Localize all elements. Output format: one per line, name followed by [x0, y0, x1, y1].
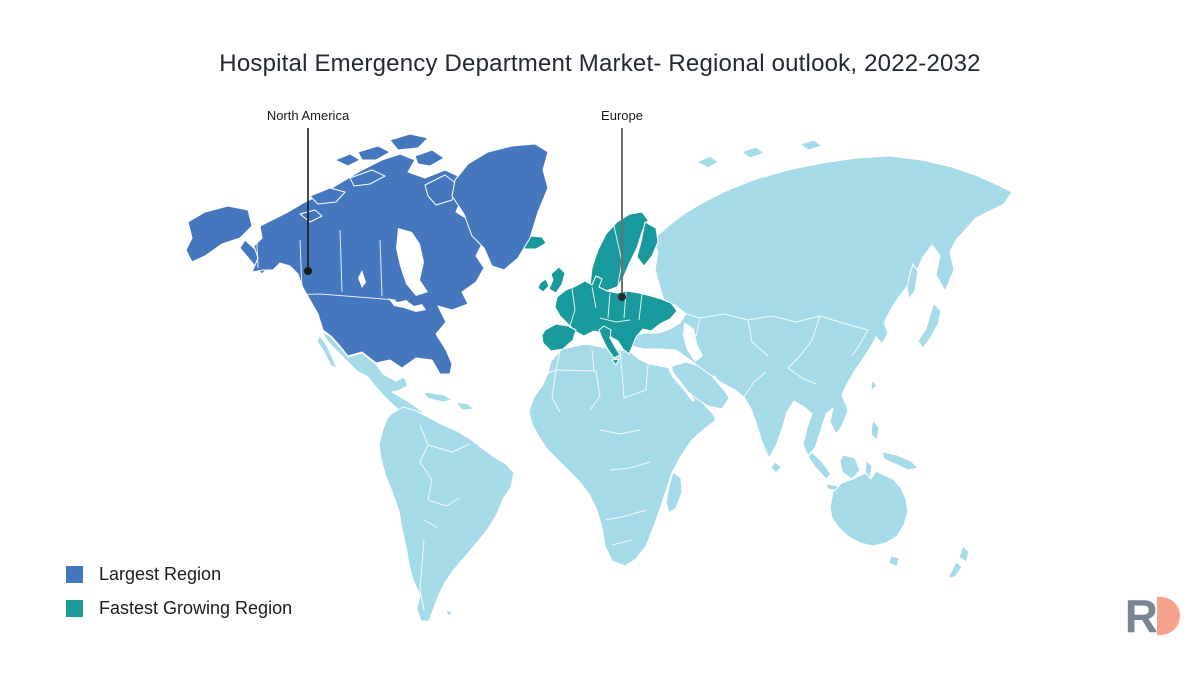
greenland — [451, 143, 549, 271]
legend-item-fastest-growing-region: Fastest Growing Region — [66, 598, 292, 619]
great-lakes — [388, 298, 426, 312]
baffin-island — [424, 174, 459, 206]
africa — [528, 343, 717, 567]
sakhalin — [906, 263, 919, 300]
logo-d-shape — [1157, 597, 1180, 635]
brand-logo: R — [1124, 590, 1180, 642]
fastest-growing-region-label: Fastest Growing Region — [99, 598, 293, 618]
arctic-island-melville — [334, 153, 361, 167]
region-rest-of-world — [316, 139, 1013, 622]
canada-usa-mainland — [251, 153, 485, 375]
philippines — [870, 419, 880, 441]
alaska — [185, 205, 253, 263]
largest-region-label: Largest Region — [99, 564, 222, 584]
japan — [917, 302, 942, 349]
iberia — [541, 323, 577, 352]
caspian-sea — [683, 322, 703, 362]
arctic-island-devon — [414, 149, 445, 167]
great-britain — [548, 266, 566, 294]
borneo — [839, 454, 861, 480]
page-title: Hospital Emergency Department Market- Re… — [219, 50, 981, 77]
arctic-island-small — [299, 209, 323, 223]
finland — [636, 221, 659, 267]
new-guinea — [881, 451, 919, 471]
arctic-island-victoria — [309, 187, 346, 205]
arctic-island-ellesmere — [389, 133, 429, 151]
sumatra — [807, 451, 832, 480]
annotation-europe: Europe — [601, 108, 643, 123]
arctic-island-3 — [799, 139, 823, 151]
arctic-island-1 — [696, 155, 719, 169]
taiwan — [870, 379, 878, 391]
leader-lines — [304, 128, 626, 301]
red-sea — [668, 368, 695, 402]
hispaniola — [455, 401, 475, 411]
arctic-island-2 — [741, 146, 765, 159]
new-zealand-south — [947, 561, 963, 579]
europe-leader-dot — [618, 293, 626, 301]
ireland — [537, 278, 550, 293]
legend-item-largest-region: Largest Region — [66, 564, 292, 585]
lake-winnipeg — [358, 270, 366, 288]
cuba — [423, 391, 453, 403]
region-north-america-largest — [185, 133, 549, 375]
south-america — [378, 406, 515, 622]
hudson-bay — [396, 228, 428, 296]
australia — [829, 470, 909, 547]
tasmania — [888, 555, 900, 568]
baja-peninsula — [316, 335, 338, 369]
fastest-growing-region-swatch — [66, 600, 83, 617]
sri-lanka — [770, 461, 782, 474]
annotation-north-america: North America — [266, 108, 350, 123]
mainland-europe — [554, 275, 678, 355]
sicily — [611, 358, 620, 366]
madagascar — [665, 471, 683, 514]
arctic-island-banks — [349, 169, 386, 187]
country-borders — [253, 219, 869, 611]
falkland-islands — [445, 609, 454, 617]
logo-letter-r: R — [1124, 590, 1158, 642]
italy — [598, 325, 621, 359]
largest-region-swatch — [66, 566, 83, 583]
north-america-leader-dot — [304, 267, 312, 275]
new-zealand-north — [958, 545, 970, 563]
sea-channels — [668, 368, 729, 402]
legend: Largest Region Fastest Growing Region — [66, 564, 292, 632]
persian-gulf — [712, 375, 729, 394]
water-overlays — [358, 228, 703, 362]
arctic-island-parry — [357, 145, 391, 161]
region-europe-fastest-growing — [520, 211, 678, 366]
